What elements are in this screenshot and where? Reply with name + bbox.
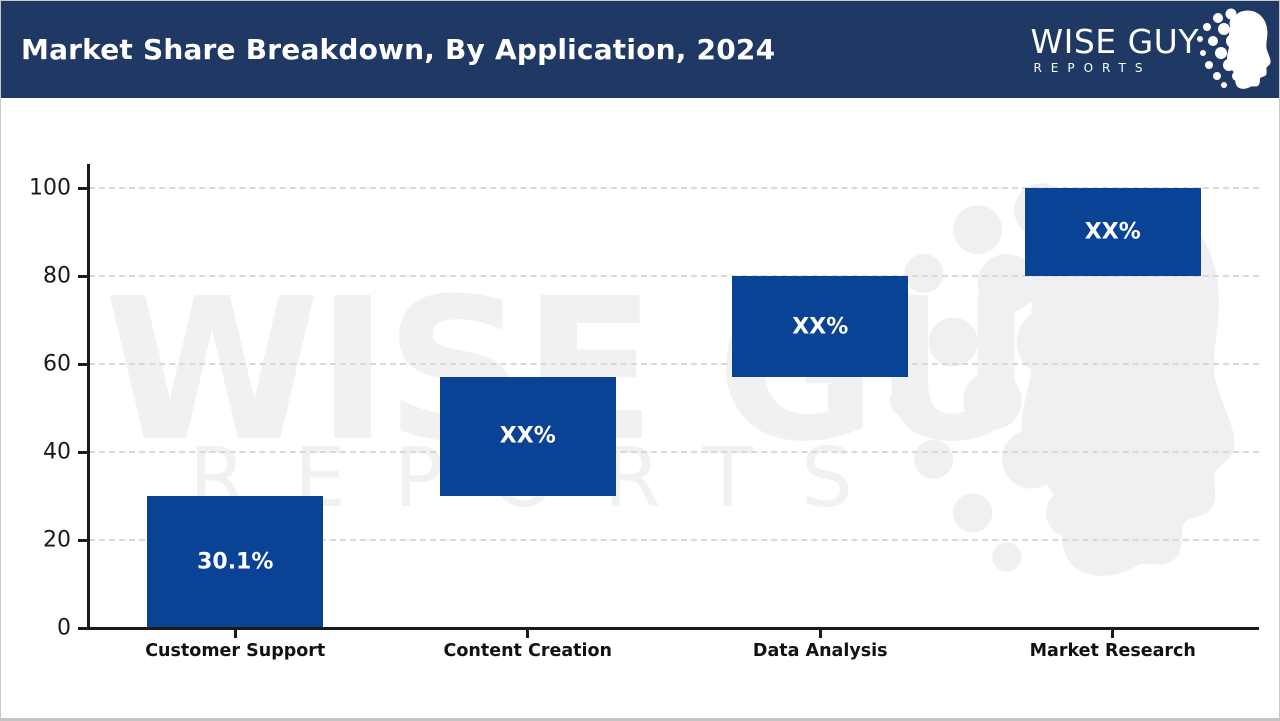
x-tick-mark [818,629,822,638]
y-tick-mark [78,186,87,190]
page-title: Market Share Breakdown, By Application, … [21,33,776,66]
y-tick-label: 40 [43,439,71,465]
y-gridline [89,451,1259,453]
x-axis-spine [87,627,1259,630]
bar-value-label: 30.1% [197,549,274,575]
logo-subtitle: REPORTS [1033,61,1152,75]
logo-name: WISE GUY [1030,22,1199,61]
x-tick-mark [526,629,530,638]
x-tick-mark [233,629,237,638]
y-gridline [89,187,1259,189]
y-tick-label: 80 [43,263,71,289]
wise-guy-logo: WISE GUY REPORTS [1030,5,1271,95]
x-tick-mark [1111,629,1115,638]
bar-segment [439,377,616,496]
y-gridline [89,363,1259,365]
y-tick-mark [78,450,87,454]
logo-wordmark: WISE GUY REPORTS [1030,25,1199,75]
head-profile-dots-icon [1197,8,1271,89]
y-tick-label: 0 [57,615,71,641]
bar-segment [147,495,324,628]
y-tick-mark [78,538,87,542]
x-category-label: Data Analysis [752,641,888,661]
y-tick-label: 60 [43,351,71,377]
y-tick-mark [78,626,87,630]
y-tick-mark [78,274,87,278]
x-category-label: Market Research [1029,641,1196,661]
y-tick-label: 100 [29,175,71,201]
y-tick-label: 20 [43,527,71,553]
header: Market Share Breakdown, By Application, … [1,1,1279,98]
bar-value-label: XX% [1084,219,1141,245]
x-category-label: Customer Support [145,641,326,661]
y-gridline [89,275,1259,277]
y-axis-spine [87,164,90,630]
x-category-label: Content Creation [443,641,612,661]
y-tick-mark [78,362,87,366]
bar-value-label: XX% [499,423,556,449]
y-gridline [89,539,1259,541]
bar-value-label: XX% [792,314,849,340]
